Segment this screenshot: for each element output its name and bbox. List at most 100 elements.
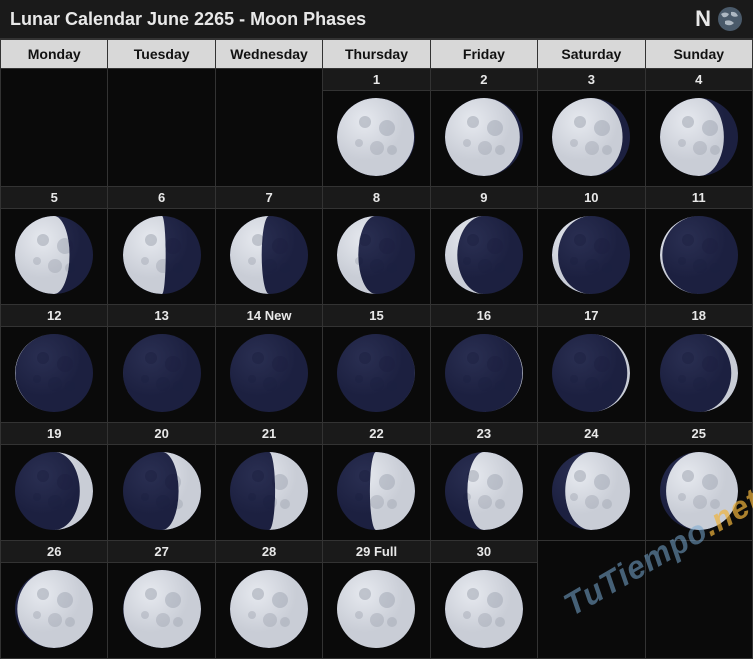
moon-phase-icon [216, 563, 322, 655]
calendar-cell: 2 [430, 69, 537, 187]
day-label: 26 [1, 541, 107, 563]
moon-phase-icon [646, 91, 752, 183]
moon-phase-icon [646, 209, 752, 301]
moon-phase-icon [216, 209, 322, 301]
day-label: 7 [216, 187, 322, 209]
day-label: 22 [323, 423, 429, 445]
calendar-cell: 1 [323, 69, 430, 187]
col-monday: Monday [1, 40, 108, 69]
calendar-cell: 16 [430, 305, 537, 423]
day-label: 19 [1, 423, 107, 445]
moon-phase-icon [323, 563, 429, 655]
calendar-cell: 13 [108, 305, 215, 423]
moon-phase-icon [431, 209, 537, 301]
day-label: 29 Full [323, 541, 429, 563]
moon-phase-icon [431, 445, 537, 537]
calendar-cell: 8 [323, 187, 430, 305]
day-label: 1 [323, 69, 429, 91]
moon-phase-icon [431, 91, 537, 183]
calendar-cell: 9 [430, 187, 537, 305]
day-label: 4 [646, 69, 752, 91]
calendar-cell: 11 [645, 187, 752, 305]
calendar-cell: 23 [430, 423, 537, 541]
moon-phase-icon [323, 91, 429, 183]
calendar-cell: 4 [645, 69, 752, 187]
calendar-cell: 15 [323, 305, 430, 423]
moon-phase-icon [538, 327, 644, 419]
moon-phase-icon [108, 563, 214, 655]
day-label: 8 [323, 187, 429, 209]
calendar-cell: 5 [1, 187, 108, 305]
day-label: 9 [431, 187, 537, 209]
moon-phase-icon [108, 327, 214, 419]
day-label: 12 [1, 305, 107, 327]
col-thursday: Thursday [323, 40, 430, 69]
hemisphere-label: N [695, 6, 711, 32]
day-label: 11 [646, 187, 752, 209]
day-label: 24 [538, 423, 644, 445]
day-label: 27 [108, 541, 214, 563]
col-sunday: Sunday [645, 40, 752, 69]
moon-phase-icon [323, 327, 429, 419]
moon-phase-icon [1, 209, 107, 301]
moon-phase-icon [1, 445, 107, 537]
moon-phase-icon [216, 445, 322, 537]
calendar-cell [108, 69, 215, 187]
weekday-header-row: Monday Tuesday Wednesday Thursday Friday… [1, 40, 753, 69]
calendar-row: 12 13 [1, 305, 753, 423]
calendar-row: 19 20 [1, 423, 753, 541]
moon-phase-icon [431, 327, 537, 419]
moon-phase-icon [1, 327, 107, 419]
col-tuesday: Tuesday [108, 40, 215, 69]
calendar-cell: 20 [108, 423, 215, 541]
day-label: 23 [431, 423, 537, 445]
calendar-cell: 19 [1, 423, 108, 541]
moon-phase-icon [323, 209, 429, 301]
day-label: 6 [108, 187, 214, 209]
day-label: 13 [108, 305, 214, 327]
calendar-cell: 3 [538, 69, 645, 187]
moon-phase-icon [538, 91, 644, 183]
moon-phase-icon [108, 445, 214, 537]
day-label: 20 [108, 423, 214, 445]
calendar-cell: 21 [215, 423, 322, 541]
moon-phase-icon [538, 445, 644, 537]
moon-phase-icon [1, 563, 107, 655]
page-header: Lunar Calendar June 2265 - Moon Phases N [0, 0, 753, 39]
calendar-cell: 24 [538, 423, 645, 541]
calendar-row: 5 6 [1, 187, 753, 305]
moon-phase-icon [538, 209, 644, 301]
day-label: 17 [538, 305, 644, 327]
day-label: 30 [431, 541, 537, 563]
moon-phase-icon [216, 327, 322, 419]
col-wednesday: Wednesday [215, 40, 322, 69]
day-label: 18 [646, 305, 752, 327]
calendar-cell [1, 69, 108, 187]
day-label: 21 [216, 423, 322, 445]
day-label: 10 [538, 187, 644, 209]
calendar-cell: 18 [645, 305, 752, 423]
calendar-cell: 12 [1, 305, 108, 423]
calendar-cell: 10 [538, 187, 645, 305]
day-label: 5 [1, 187, 107, 209]
calendar-cell: 14 New [215, 305, 322, 423]
moon-phase-icon [431, 563, 537, 655]
globe-icon [717, 6, 743, 32]
day-label: 15 [323, 305, 429, 327]
calendar-cell [215, 69, 322, 187]
moon-phase-icon [323, 445, 429, 537]
moon-phase-icon [108, 209, 214, 301]
calendar-cell: 7 [215, 187, 322, 305]
day-label: 2 [431, 69, 537, 91]
calendar-cell: 25 [645, 423, 752, 541]
col-saturday: Saturday [538, 40, 645, 69]
calendar-cell: 6 [108, 187, 215, 305]
lunar-calendar: Monday Tuesday Wednesday Thursday Friday… [0, 39, 753, 659]
day-label: 14 New [216, 305, 322, 327]
day-label: 25 [646, 423, 752, 445]
day-label: 28 [216, 541, 322, 563]
moon-phase-icon [646, 327, 752, 419]
page-title: Lunar Calendar June 2265 - Moon Phases [10, 9, 366, 30]
calendar-cell: 22 [323, 423, 430, 541]
header-right: N [695, 6, 743, 32]
